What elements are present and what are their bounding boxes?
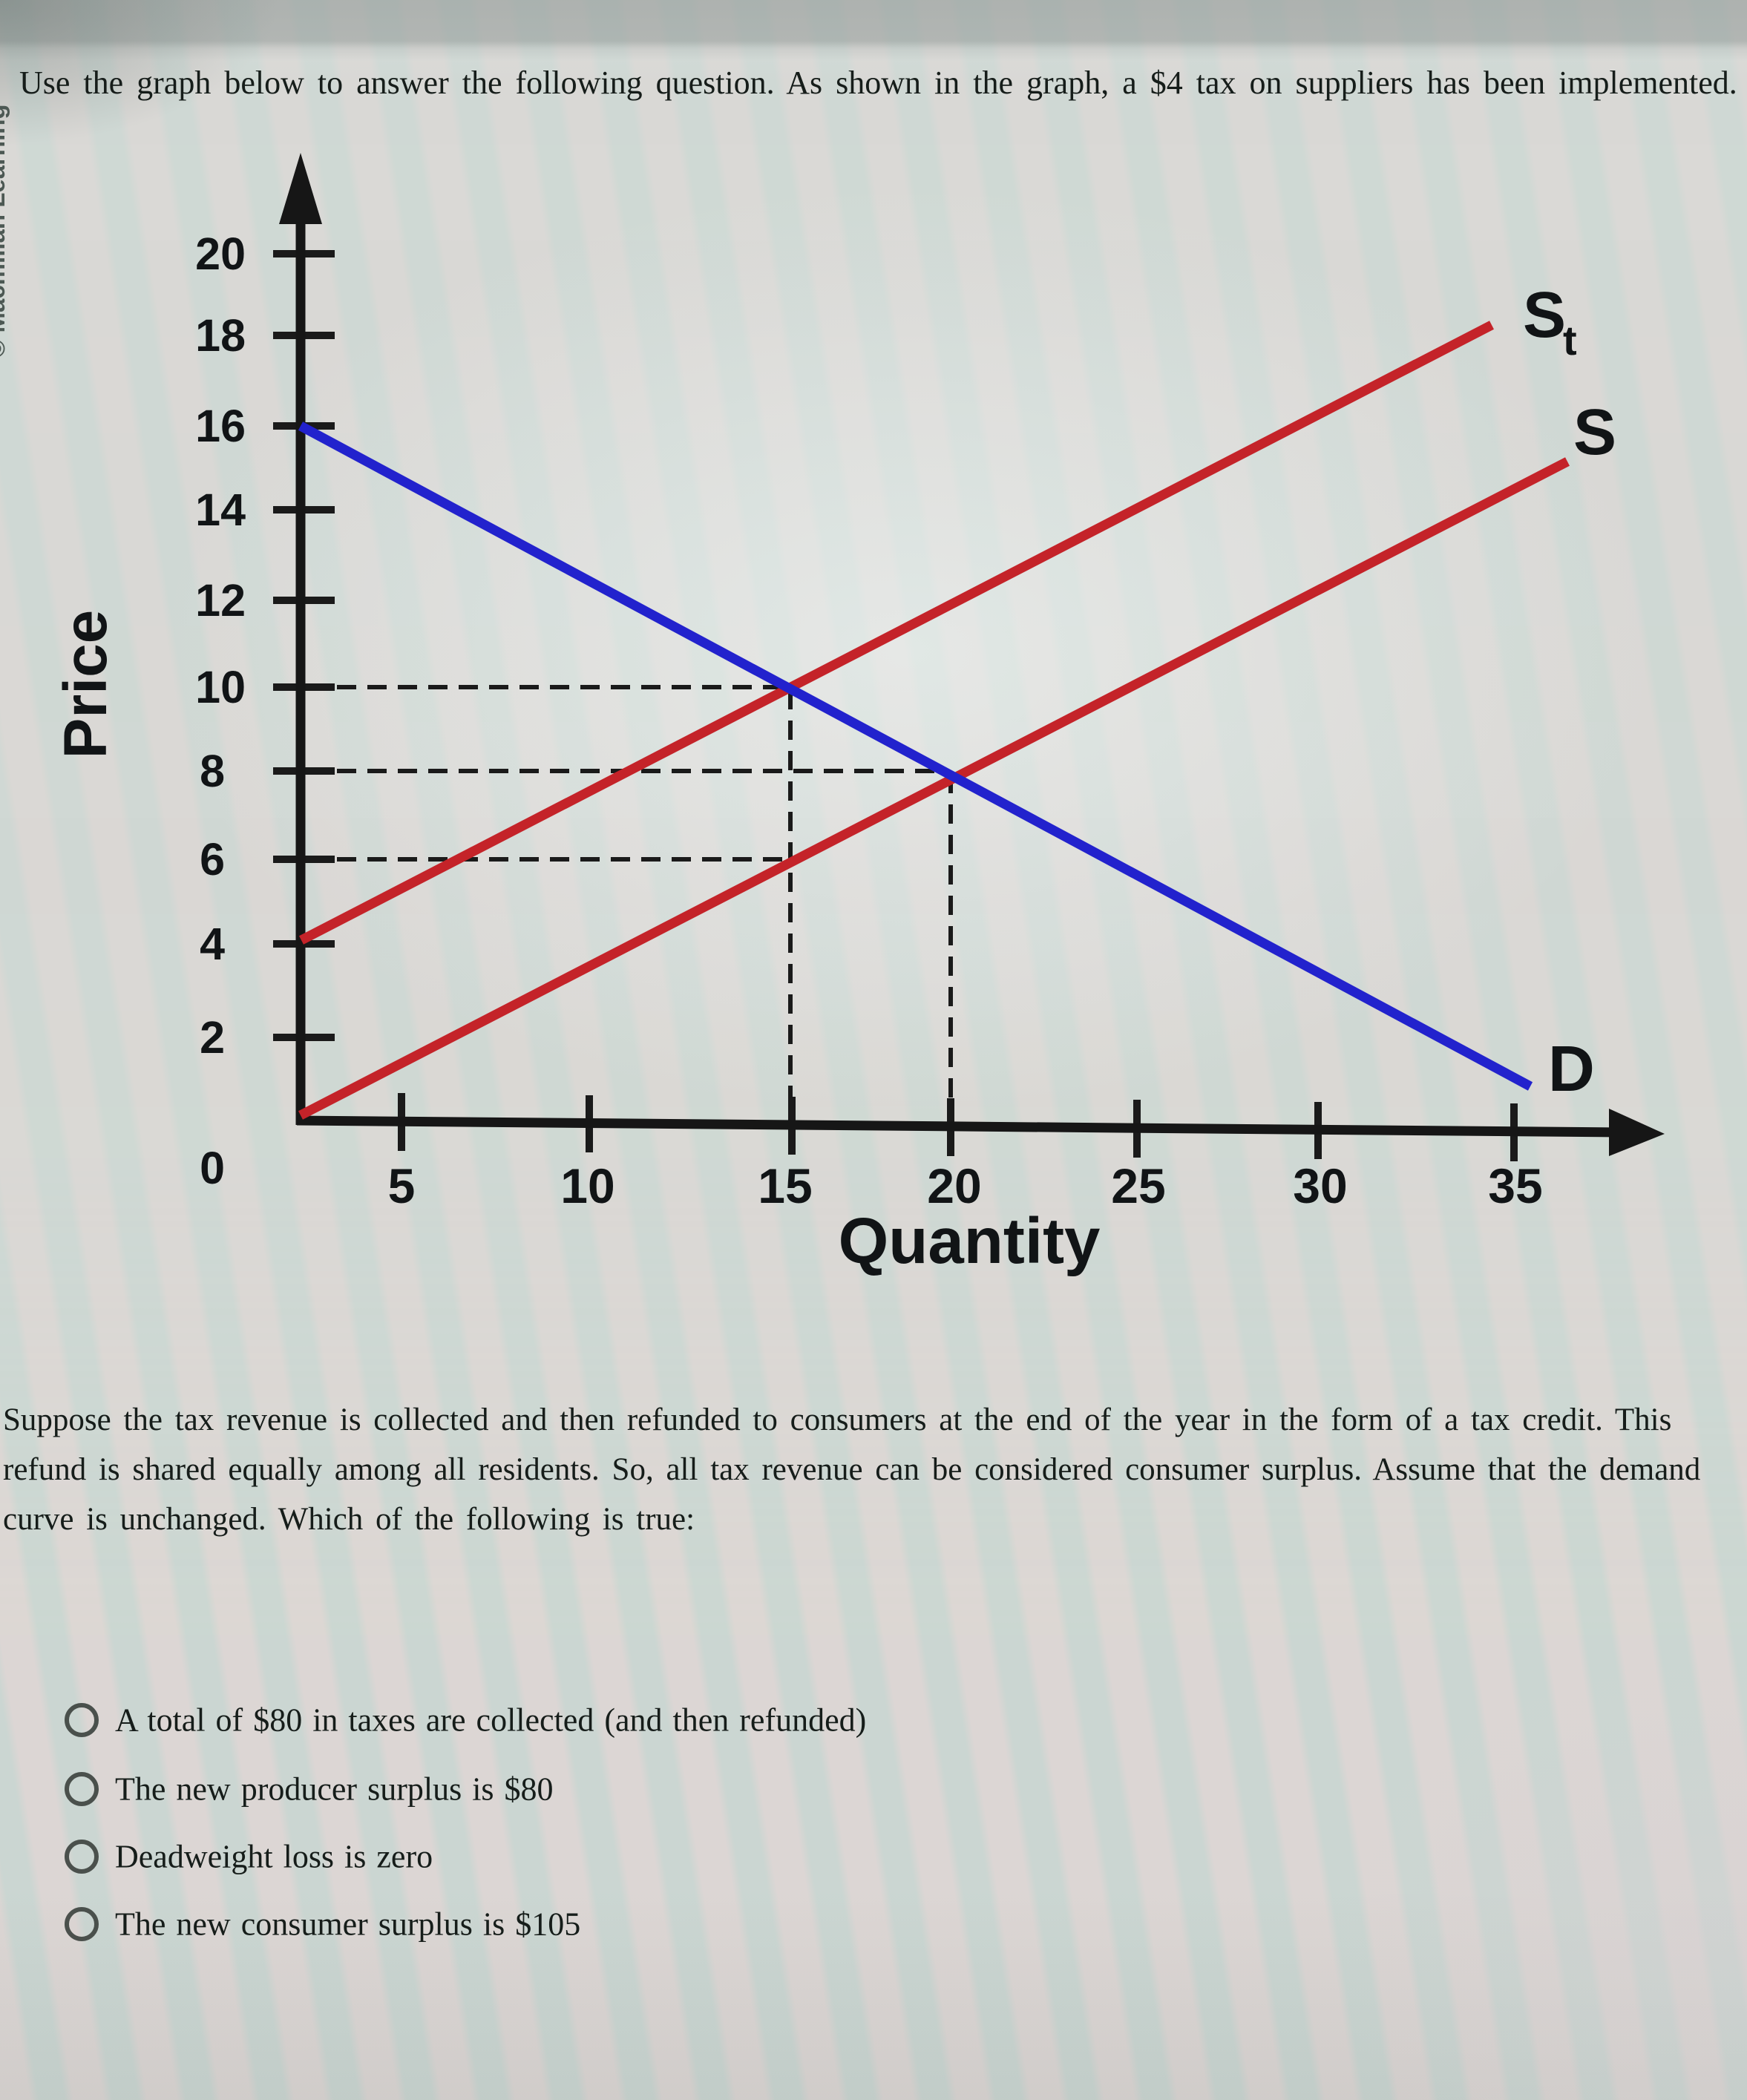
svg-text:10: 10: [560, 1158, 614, 1213]
svg-text:20: 20: [195, 229, 246, 279]
svg-text:20: 20: [927, 1158, 981, 1213]
svg-text:18: 18: [195, 310, 246, 361]
svg-text:14: 14: [195, 485, 246, 535]
svg-text:2: 2: [200, 1012, 225, 1063]
svg-text:10: 10: [195, 662, 246, 712]
svg-text:Price: Price: [52, 610, 119, 759]
svg-text:25: 25: [1111, 1158, 1165, 1213]
svg-text:S: S: [1523, 279, 1566, 351]
svg-text:D: D: [1548, 1033, 1595, 1105]
svg-text:15: 15: [758, 1158, 812, 1213]
svg-text:Quantity: Quantity: [839, 1205, 1101, 1277]
svg-text:8: 8: [200, 746, 225, 796]
svg-text:4: 4: [200, 919, 225, 969]
svg-text:6: 6: [200, 834, 225, 885]
svg-text:5: 5: [388, 1158, 416, 1213]
svg-text:12: 12: [195, 575, 246, 626]
svg-text:t: t: [1563, 317, 1577, 364]
svg-text:S: S: [1573, 396, 1616, 468]
svg-text:16: 16: [195, 401, 246, 451]
svg-text:30: 30: [1293, 1158, 1347, 1213]
svg-text:35: 35: [1488, 1158, 1542, 1213]
svg-text:0: 0: [200, 1143, 225, 1193]
